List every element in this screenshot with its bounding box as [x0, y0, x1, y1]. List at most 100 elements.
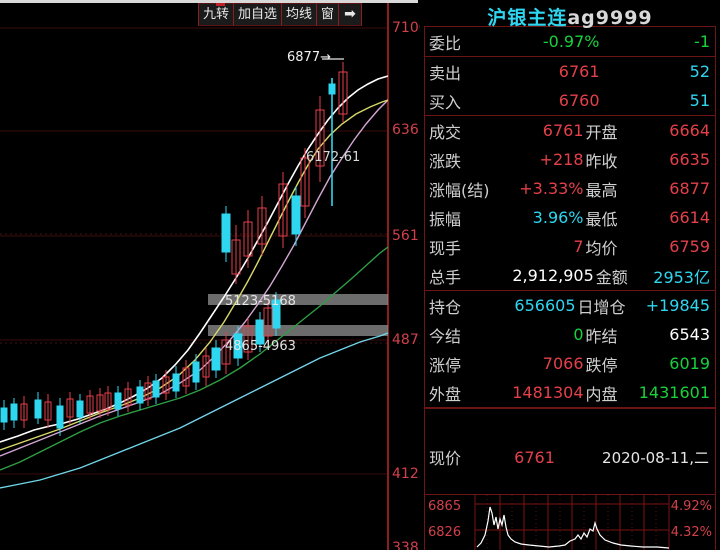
quote-row-limit-up: 涨停 7066 跌停 6019 [425, 349, 715, 378]
window-title-strip [0, 0, 418, 3]
quote-group-order-ratio: 委比 -0.97% -1 [424, 26, 716, 56]
toolbar-button-window[interactable]: 窗 [316, 3, 340, 26]
toolbar-marker-icon [216, 1, 225, 6]
quote-row-bid: 买入 6760 51 [425, 86, 715, 115]
arrow-right-icon: → [320, 50, 331, 65]
quote-label-turnover: 金额 [595, 267, 628, 287]
quote-row-current-volume: 现手 7 均价 6759 [425, 232, 715, 261]
quote-value-avg-price: 6759 [669, 237, 711, 256]
chart-toolbar[interactable]: 九转 加自选 均线 窗 ➡ [198, 1, 362, 26]
quote-row-outer-volume: 外盘 1481304 内盘 1431601 [425, 378, 715, 407]
quote-label-prev-settlement: 昨结 [585, 326, 618, 346]
quote-label-current-volume: 现手 [429, 238, 462, 258]
quote-label-avg-price: 均价 [585, 238, 618, 258]
instrument-title: 沪银主连ag9999 [420, 0, 720, 29]
quote-label-inner-volume: 内盘 [585, 384, 618, 404]
annotation-high-value: 6877 [287, 50, 321, 65]
quote-label-limit-down: 跌停 [585, 355, 618, 375]
quote-value-turnover: 2953亿 [653, 267, 710, 287]
price-tick-3: 4872 [392, 332, 420, 348]
quote-row-change-pct: 涨幅(结) +3.33% 最高 6877 [425, 174, 715, 203]
candlesticks [0, 62, 348, 436]
quote-group-bid-ask: 卖出 6761 52 买入 6760 51 [424, 56, 716, 115]
chart-gridlines [0, 27, 388, 475]
quote-label-daily-oi-change: 日增仓 [577, 297, 626, 317]
quote-value-settlement: 0 [573, 325, 584, 344]
quote-label-change-pct: 涨幅(结) [429, 180, 490, 200]
mini-chart-price-high: 6865 [428, 499, 462, 514]
quote-row-open-interest: 持仓 656605 日增仓 +19845 [425, 291, 715, 320]
quote-row-ask: 卖出 6761 52 [425, 57, 715, 86]
instrument-code: ag9999 [567, 7, 653, 29]
quote-value-limit-down: 6019 [669, 354, 711, 373]
quote-label-amplitude: 振幅 [429, 209, 462, 229]
quote-value-bid-volume: 51 [689, 91, 710, 110]
quote-label-settlement: 今结 [429, 326, 462, 346]
quote-row-amplitude: 振幅 3.96% 最低 6614 [425, 203, 715, 232]
quote-label-change: 涨跌 [429, 151, 462, 171]
quote-value-last: 6761 [542, 121, 584, 140]
quote-label-open-interest: 持仓 [429, 297, 462, 317]
quote-group-positions: 持仓 656605 日增仓 +19845 今结 0 昨结 6543 涨停 706… [424, 290, 716, 408]
mini-chart-pct-low: 4.32% [670, 525, 712, 540]
quote-value-low: 6614 [669, 208, 711, 227]
price-tick-5: 3383 [392, 540, 420, 550]
quote-label-outer-volume: 外盘 [429, 384, 462, 404]
quote-value-high: 6877 [669, 179, 711, 198]
quote-value-order-ratio: -0.97% [542, 32, 600, 51]
quote-label-last: 成交 [429, 122, 462, 142]
price-tick-1: 6361 [392, 122, 420, 138]
quote-value-ask-volume: 52 [689, 62, 710, 81]
quote-value-prev-settlement: 6543 [669, 325, 711, 344]
quote-value-amplitude: 3.96% [532, 208, 584, 227]
current-price-block: 现价 6761 2020-08-11,二 [424, 408, 716, 504]
quote-label-low: 最低 [585, 209, 618, 229]
intraday-mini-chart[interactable]: 6865 6826 4.92% 4.32% [424, 494, 716, 550]
toolbar-button-next-arrow-icon[interactable]: ➡ [338, 3, 362, 26]
support-resistance-bands [208, 294, 388, 336]
mini-chart-price-low: 6826 [428, 525, 462, 540]
price-tick-0: 7100 [392, 20, 420, 36]
mini-grid [474, 495, 670, 550]
quote-label-prev-close: 昨收 [585, 151, 618, 171]
toolbar-button-moving-average[interactable]: 均线 [281, 3, 318, 26]
quote-label-bid: 买入 [429, 92, 462, 112]
quote-label-total-volume: 总手 [429, 267, 462, 287]
instrument-name-cn: 沪银主连 [487, 7, 568, 29]
quote-value-change-pct: +3.33% [519, 179, 584, 198]
quote-value-outer-volume: 1481304 [512, 383, 584, 402]
quote-row-last: 成交 6761 开盘 6664 [425, 116, 715, 145]
annotation-range-1: 6172-61 [306, 150, 361, 165]
quote-label-order-ratio: 委比 [429, 33, 462, 53]
ma-green-line [0, 246, 388, 471]
quote-value-total-volume: 2,912,905 [512, 266, 594, 285]
toolbar-button-nine-turn[interactable]: 九转 [198, 3, 235, 26]
quote-group-trade-stats: 成交 6761 开盘 6664 涨跌 +218 昨收 6635 涨幅(结) +3… [424, 115, 716, 290]
chart-canvas[interactable] [0, 0, 420, 550]
quote-value-limit-up: 7066 [542, 354, 584, 373]
ma-cyan-line [0, 332, 388, 489]
quote-value-change: +218 [539, 150, 584, 169]
quote-label-high: 最高 [585, 180, 618, 200]
annotation-range-3: 4865-4963 [225, 339, 296, 354]
annotation-range-2: 5123-5168 [225, 294, 296, 309]
quote-panel: 沪银主连ag9999 委比 -0.97% -1 卖出 6761 52 买入 67… [420, 0, 720, 550]
quote-value2-order-ratio: -1 [694, 32, 710, 51]
quote-value-current-volume: 7 [573, 237, 584, 256]
quote-value-prev-close: 6635 [669, 150, 711, 169]
intraday-mini-canvas[interactable] [425, 495, 716, 550]
quote-label-limit-up: 涨停 [429, 355, 462, 375]
current-price-label: 现价 [429, 449, 462, 468]
quote-label-open: 开盘 [585, 122, 618, 142]
quote-value-ask-price: 6761 [558, 62, 600, 81]
price-tick-2: 5611 [392, 228, 420, 244]
quote-row-order-ratio: 委比 -0.97% -1 [425, 27, 715, 56]
quote-row-total-volume: 总手 2,912,905 金额 2953亿 [425, 261, 715, 290]
quote-value-bid-price: 6760 [558, 91, 600, 110]
mini-chart-pct-high: 4.92% [670, 499, 712, 514]
quote-value-open: 6664 [669, 121, 711, 140]
toolbar-button-add-watchlist[interactable]: 加自选 [233, 3, 283, 26]
